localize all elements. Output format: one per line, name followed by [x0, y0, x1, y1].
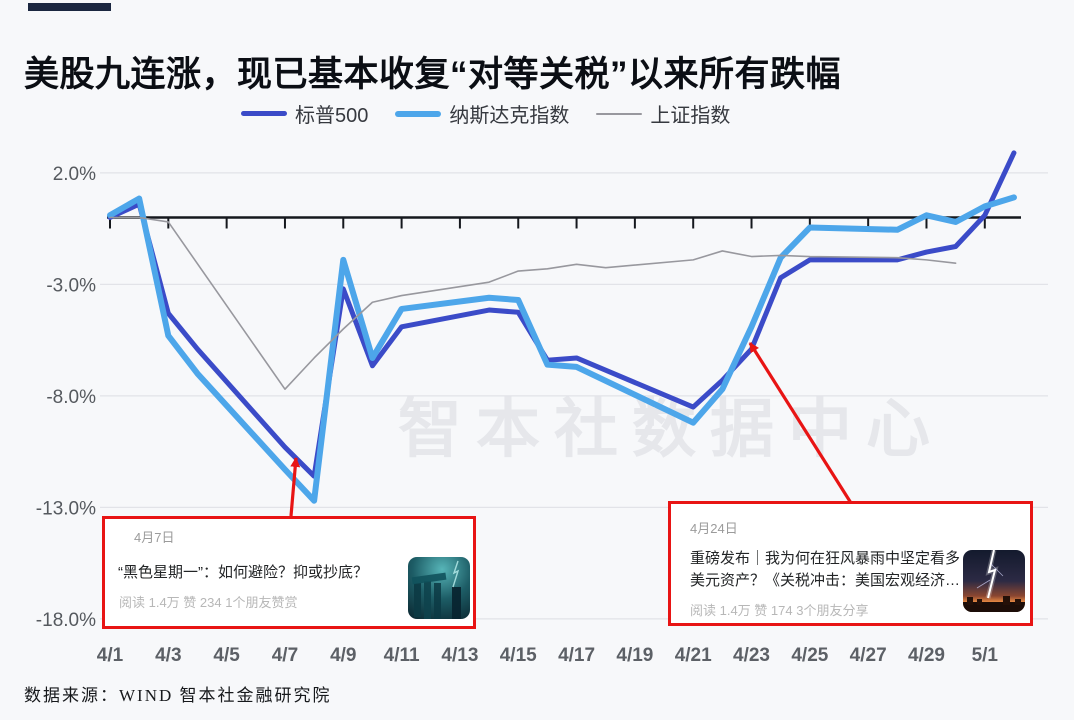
article-stats: 阅读 1.4万 赞 174 3个朋友分享	[690, 603, 869, 618]
svg-text:2.0%: 2.0%	[53, 164, 96, 185]
svg-text:4/21: 4/21	[675, 645, 712, 666]
svg-text:4/3: 4/3	[155, 645, 181, 666]
svg-text:4/25: 4/25	[791, 645, 828, 666]
svg-text:4/17: 4/17	[558, 645, 595, 666]
article-card-april7[interactable]: 4月7日 “黑色星期一”：如何避险？抑或抄底？ 阅读 1.4万 赞 234 1个…	[102, 516, 476, 629]
svg-text:-13.0%: -13.0%	[36, 498, 96, 519]
legend-label: 标普500	[295, 105, 369, 127]
page-title: 美股九连涨，现已基本收复“对等关税”以来所有跌幅	[24, 55, 842, 95]
article-stats: 阅读 1.4万 赞 234 1个朋友赞赏	[119, 595, 298, 610]
legend-item-sse[interactable]: 上证指数	[596, 99, 730, 128]
svg-text:4/27: 4/27	[850, 645, 887, 666]
svg-text:4/5: 4/5	[213, 645, 240, 666]
svg-text:4/23: 4/23	[733, 645, 770, 666]
article-date: 4月24日	[690, 521, 738, 536]
watermark: 智本社数据中心	[398, 393, 944, 465]
nasdaq-line-swatch-icon	[395, 110, 442, 117]
legend-label: 纳斯达克指数	[449, 105, 570, 127]
source-note: 数据来源：WIND 智本社金融研究院	[24, 686, 332, 705]
article-card-april24[interactable]: 4月24日 重磅发布｜我为何在狂风暴雨中坚定看多美元资产？《关税冲击：美国宏观经…	[668, 501, 1033, 626]
svg-text:4/19: 4/19	[616, 645, 653, 666]
legend-item-nasdaq[interactable]: 纳斯达克指数	[395, 99, 569, 128]
svg-text:-3.0%: -3.0%	[46, 275, 96, 296]
legend-label: 上证指数	[650, 105, 731, 127]
svg-text:4/9: 4/9	[330, 645, 356, 666]
article-date: 4月7日	[134, 530, 175, 545]
lightning-city-thumbnail	[963, 550, 1025, 612]
accent-bar	[28, 3, 111, 11]
svg-text:5/1: 5/1	[972, 645, 999, 666]
svg-text:4/13: 4/13	[441, 645, 478, 666]
svg-text:4/1: 4/1	[97, 645, 124, 666]
article-title: “黑色星期一”：如何避险？抑或抄底？	[118, 564, 368, 581]
svg-text:4/15: 4/15	[500, 645, 537, 666]
article-title: 重磅发布｜我为何在狂风暴雨中坚定看多美元资产？《关税冲击：美国宏观经济与金...	[690, 550, 961, 589]
sse-line-swatch-icon	[596, 112, 643, 115]
svg-text:4/29: 4/29	[908, 645, 945, 666]
svg-text:4/11: 4/11	[384, 645, 420, 666]
svg-text:-18.0%: -18.0%	[36, 610, 96, 631]
svg-text:4/7: 4/7	[272, 645, 298, 666]
chart-legend: 标普500 纳斯达克指数 上证指数	[241, 99, 730, 128]
storm-temple-thumbnail	[408, 557, 470, 619]
sp500-line-swatch-icon	[241, 111, 287, 116]
legend-item-sp500[interactable]: 标普500	[241, 99, 368, 128]
svg-text:-8.0%: -8.0%	[46, 387, 96, 408]
